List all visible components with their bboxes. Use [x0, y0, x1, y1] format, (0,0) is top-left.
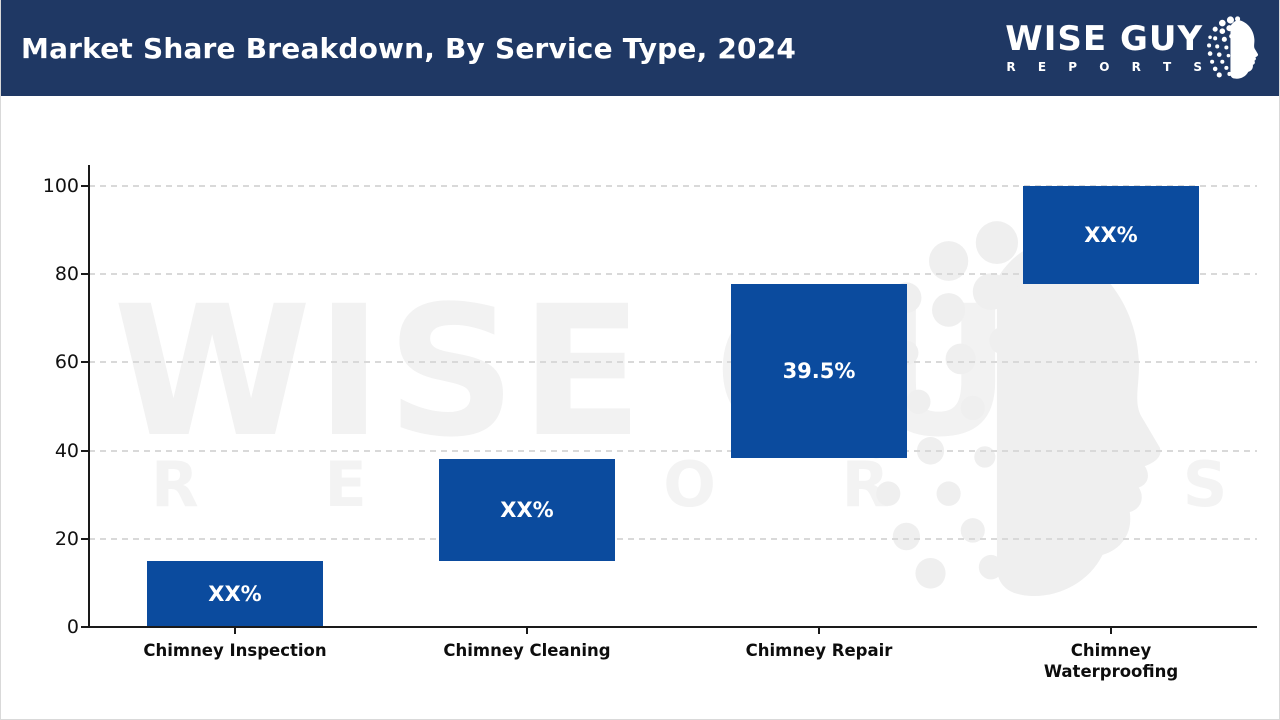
y-tick-60	[81, 361, 88, 364]
brand-logo-subtitle: R E P O R T S	[1006, 59, 1211, 74]
x-tick-label-chimney-waterproofing: Chimney Waterproofing	[1043, 641, 1179, 682]
gridline-20	[89, 537, 1257, 540]
y-axis	[88, 165, 90, 628]
y-tick-label-100: 100	[42, 175, 79, 197]
y-tick-label-40: 40	[54, 439, 79, 462]
gridline-100	[89, 185, 1257, 187]
y-tick-label-20: 20	[54, 527, 79, 550]
x-tick-label-chimney-cleaning: Chimney Cleaning	[443, 641, 611, 660]
x-tick-chimney-waterproofing	[1110, 628, 1112, 634]
bar-value-label-chimney-waterproofing: XX%	[1084, 222, 1138, 247]
header-bar: Market Share Breakdown, By Service Type,…	[1, 0, 1279, 96]
bar-chimney-repair: 39.5%	[731, 283, 907, 459]
y-tick-100	[81, 185, 88, 187]
bar-value-label-chimney-cleaning: XX%	[500, 497, 554, 522]
brand-logo-name: WISE GUY	[1005, 19, 1204, 60]
brand-logo: WISE GUY R E P O R T S	[997, 9, 1261, 87]
bar-chimney-inspection: XX%	[147, 560, 323, 627]
bar-chimney-waterproofing: XX%	[1023, 186, 1199, 284]
x-tick-chimney-inspection	[234, 628, 236, 634]
bar-value-label-chimney-inspection: XX%	[208, 581, 262, 606]
bar-chimney-cleaning: XX%	[439, 458, 615, 561]
x-axis	[88, 626, 1257, 628]
y-tick-label-60: 60	[54, 351, 79, 374]
x-tick-label-chimney-repair: Chimney Repair	[745, 641, 893, 660]
x-tick-chimney-cleaning	[526, 628, 528, 634]
y-tick-80	[81, 273, 88, 276]
y-tick-label-80: 80	[54, 263, 79, 286]
x-tick-label-chimney-inspection: Chimney Inspection	[143, 641, 327, 660]
y-tick-40	[81, 449, 88, 452]
gridline-40	[89, 449, 1257, 452]
bar-value-label-chimney-repair: 39.5%	[782, 358, 856, 383]
gridline-60	[89, 361, 1257, 364]
gridline-80	[89, 273, 1257, 276]
x-tick-chimney-repair	[818, 628, 820, 634]
page-title: Market Share Breakdown, By Service Type,…	[21, 31, 797, 65]
wise-guy-head-icon	[1207, 16, 1259, 79]
y-tick-label-0: 0	[66, 616, 79, 638]
y-tick-20	[81, 537, 88, 540]
y-tick-0	[81, 626, 88, 628]
